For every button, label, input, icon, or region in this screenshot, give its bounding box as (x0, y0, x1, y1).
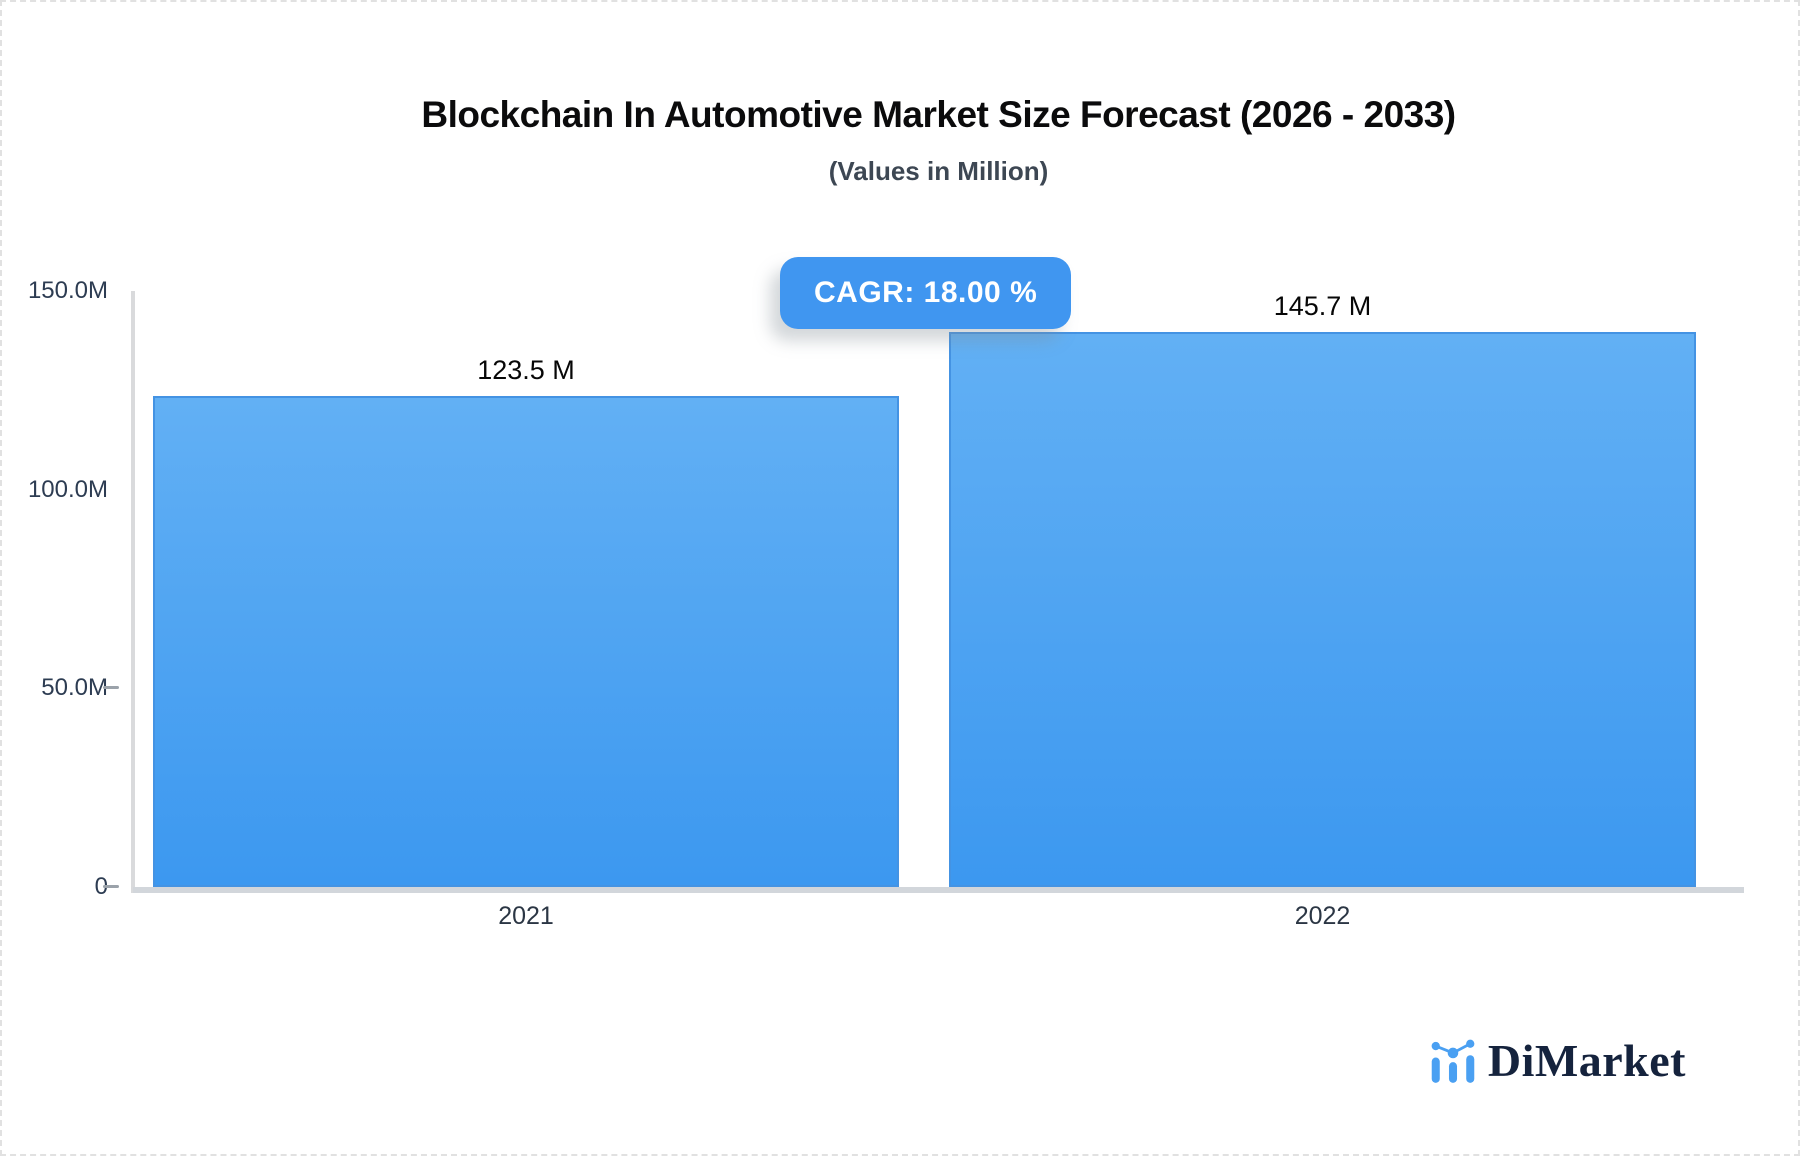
y-tick-label: 0 (94, 873, 108, 900)
brand-logo[interactable]: DiMarket (1430, 1038, 1686, 1084)
x-axis-line (133, 887, 1744, 893)
y-tick-50m: 50.0M (2, 674, 119, 702)
bar-group-2022: 145.7 M (949, 291, 1696, 887)
y-tick-label: 150.0M (27, 277, 108, 304)
bar-2021[interactable] (153, 396, 899, 887)
y-tick-0: 0 (2, 873, 119, 901)
brand-name: DiMarket (1487, 1035, 1686, 1086)
x-label-2022: 2022 (1294, 902, 1351, 930)
x-label-2021: 2021 (498, 902, 554, 930)
bar-value-label-2021: 123.5 M (477, 355, 575, 386)
y-tick-label: 100.0M (27, 475, 108, 503)
tick-mark (103, 885, 119, 888)
cagr-badge-label: CAGR: 18.00 % (814, 276, 1038, 309)
bar-2022[interactable] (949, 332, 1696, 887)
bar-group-2021: 123.5 M (153, 291, 899, 887)
chart-subtitle: (Values in Million) (828, 156, 1049, 186)
plot-area: 123.5 M 145.7 M (131, 291, 1744, 893)
y-tick-150m: 150.0M (2, 277, 108, 305)
tick-mark (103, 686, 119, 690)
cagr-badge: CAGR: 18.00 % (780, 257, 1072, 329)
y-tick-label: 50.0M (41, 674, 108, 702)
y-axis-line (131, 291, 135, 893)
bar-value-label-2022: 145.7 M (1273, 291, 1372, 321)
y-tick-100m: 100.0M (2, 476, 108, 504)
bar-chart-logo-icon (1431, 1039, 1475, 1083)
chart-title: Blockchain In Automotive Market Size For… (421, 94, 1456, 135)
chart-header: Blockchain In Automotive Market Size For… (133, 94, 1744, 187)
